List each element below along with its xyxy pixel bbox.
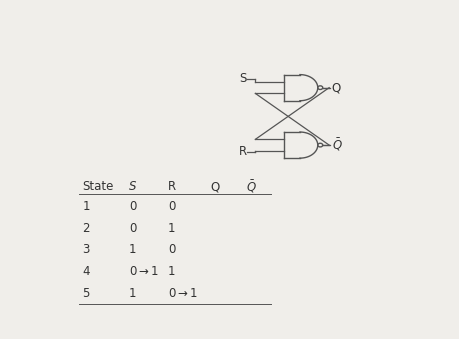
Text: 0: 0 (168, 243, 175, 256)
Text: State: State (82, 180, 113, 193)
Text: $\bar{Q}$: $\bar{Q}$ (246, 179, 257, 195)
Text: $0{\rightarrow}1$: $0{\rightarrow}1$ (129, 265, 159, 278)
Text: 4: 4 (82, 265, 90, 278)
Text: 2: 2 (82, 222, 90, 235)
Text: 1: 1 (168, 222, 175, 235)
Text: 0: 0 (129, 222, 136, 235)
Text: S: S (239, 72, 246, 85)
Text: 5: 5 (82, 286, 90, 300)
Text: 0: 0 (168, 200, 175, 213)
Text: R: R (168, 180, 176, 193)
Text: S: S (129, 180, 136, 193)
Text: Q: Q (331, 81, 340, 94)
Text: 3: 3 (82, 243, 90, 256)
Text: $0{\rightarrow}1$: $0{\rightarrow}1$ (168, 286, 198, 300)
Text: 1: 1 (129, 286, 136, 300)
Text: 1: 1 (168, 265, 175, 278)
Text: 1: 1 (129, 243, 136, 256)
Text: 1: 1 (82, 200, 90, 213)
Text: $\bar{Q}$: $\bar{Q}$ (331, 137, 341, 153)
Text: Q: Q (210, 180, 219, 193)
Text: R: R (239, 145, 247, 158)
Text: 0: 0 (129, 200, 136, 213)
